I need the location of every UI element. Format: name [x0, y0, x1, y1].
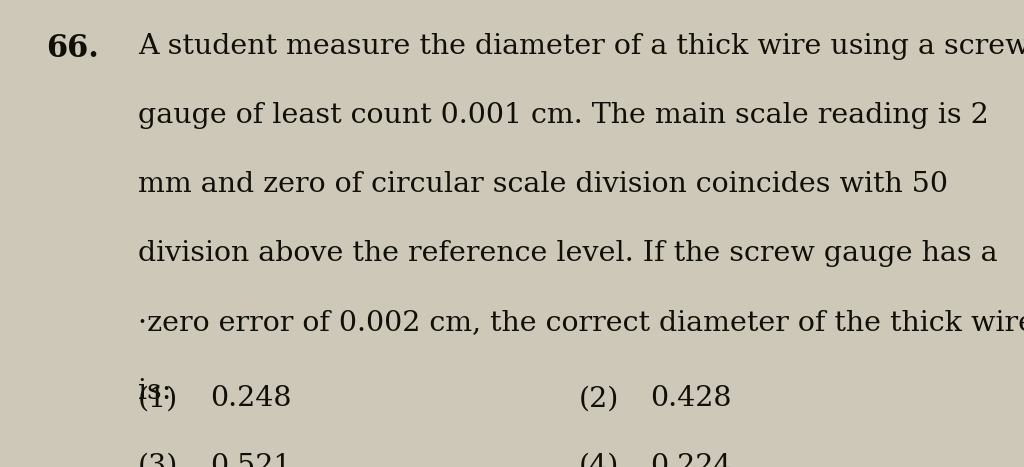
Text: (2): (2) — [579, 385, 618, 412]
Text: gauge of least count 0.001 cm. The main scale reading is 2: gauge of least count 0.001 cm. The main … — [138, 102, 989, 129]
Text: division above the reference level. If the screw gauge has a: division above the reference level. If t… — [138, 240, 997, 267]
Text: ·zero error of 0.002 cm, the correct diameter of the thick wire: ·zero error of 0.002 cm, the correct dia… — [138, 309, 1024, 336]
Text: 0.521: 0.521 — [210, 453, 291, 467]
Text: 0.248: 0.248 — [210, 385, 292, 412]
Text: A student measure the diameter of a thick wire using a screw: A student measure the diameter of a thic… — [138, 33, 1024, 60]
Text: 0.428: 0.428 — [650, 385, 732, 412]
Text: is:: is: — [138, 378, 172, 405]
Text: mm and zero of circular scale division coincides with 50: mm and zero of circular scale division c… — [138, 171, 948, 198]
Text: (4): (4) — [579, 453, 618, 467]
Text: 66.: 66. — [46, 33, 99, 64]
Text: 0.224: 0.224 — [650, 453, 732, 467]
Text: (1): (1) — [138, 385, 178, 412]
Text: (3): (3) — [138, 453, 178, 467]
